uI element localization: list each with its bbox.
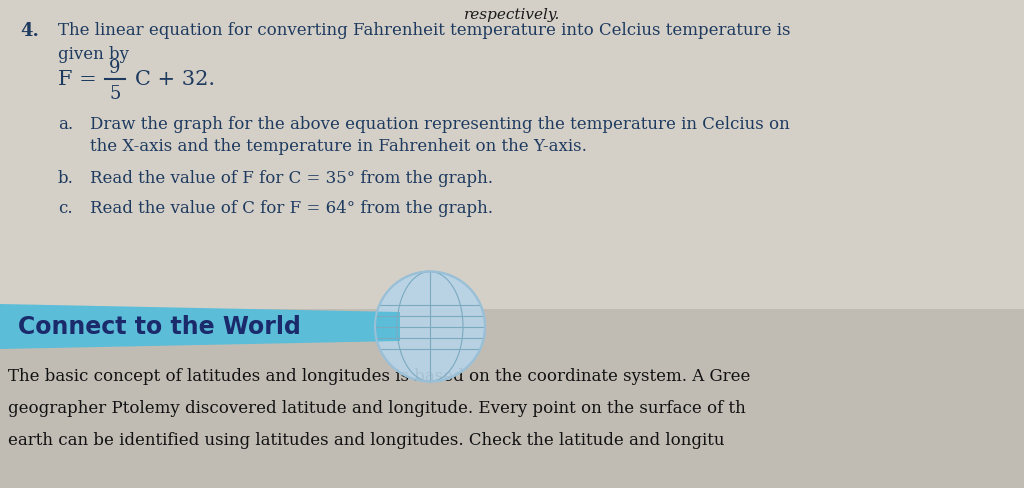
Text: Connect to the World: Connect to the World: [18, 315, 301, 339]
Text: b.: b.: [58, 170, 74, 186]
Text: respectively.: respectively.: [464, 8, 560, 22]
Text: Read the value of F for C = 35° from the graph.: Read the value of F for C = 35° from the…: [90, 170, 493, 186]
Text: the X-axis and the temperature in Fahrenheit on the Y-axis.: the X-axis and the temperature in Fahren…: [90, 138, 587, 155]
Text: given by: given by: [58, 46, 129, 63]
Text: geographer Ptolemy discovered latitude and longitude. Every point on the surface: geographer Ptolemy discovered latitude a…: [8, 399, 745, 416]
Ellipse shape: [375, 272, 485, 382]
Text: 4.: 4.: [20, 22, 39, 40]
Text: earth can be identified using latitudes and longitudes. Check the latitude and l: earth can be identified using latitudes …: [8, 431, 725, 448]
Text: c.: c.: [58, 200, 73, 217]
Text: 9: 9: [110, 59, 121, 77]
Text: Read the value of C for F = 64° from the graph.: Read the value of C for F = 64° from the…: [90, 200, 493, 217]
Text: Draw the graph for the above equation representing the temperature in Celcius on: Draw the graph for the above equation re…: [90, 116, 790, 133]
Text: C + 32.: C + 32.: [135, 70, 215, 89]
Text: The basic concept of latitudes and longitudes is based on the coordinate system.: The basic concept of latitudes and longi…: [8, 367, 751, 384]
Polygon shape: [0, 305, 400, 349]
Bar: [0, 0, 1024, 309]
Text: a.: a.: [58, 116, 73, 133]
Text: 5: 5: [110, 85, 121, 103]
Bar: [0, 309, 1024, 488]
Text: The linear equation for converting Fahrenheit temperature into Celcius temperatu: The linear equation for converting Fahre…: [58, 22, 791, 39]
Text: F =: F =: [58, 70, 103, 89]
